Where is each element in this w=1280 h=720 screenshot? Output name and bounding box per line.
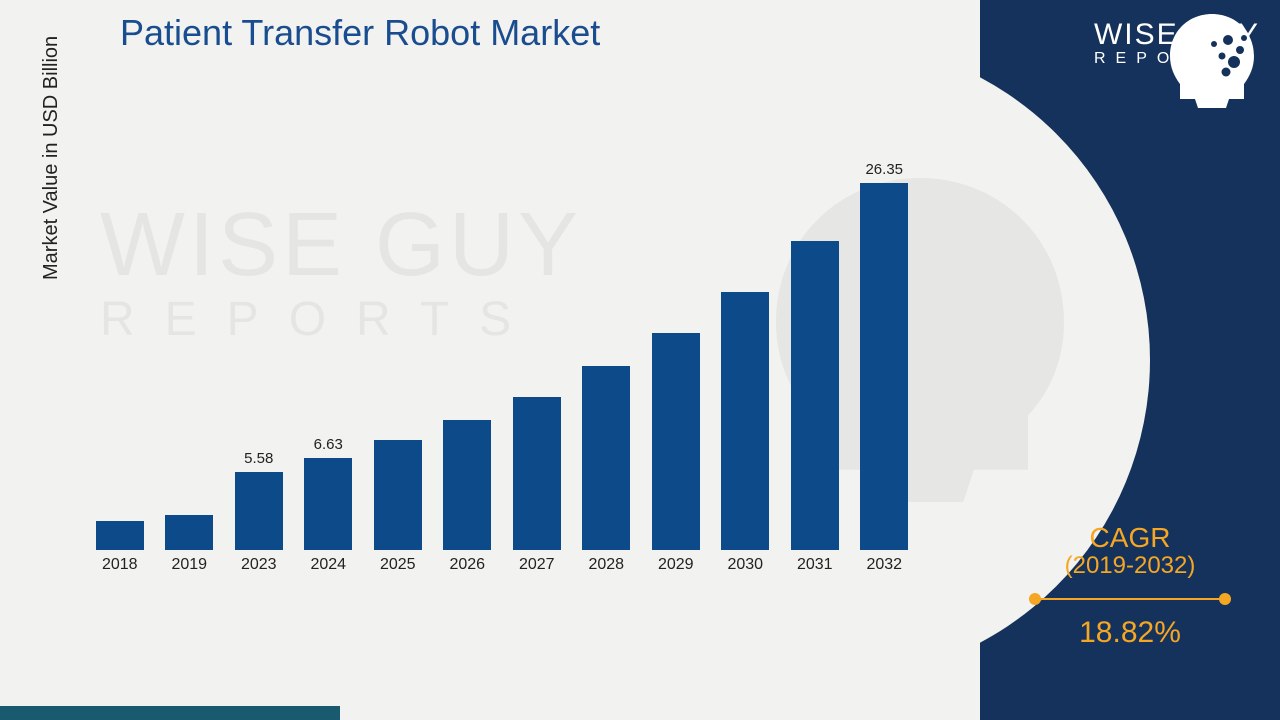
x-tick-label: 2018 xyxy=(94,556,146,580)
bar-wrap xyxy=(372,418,424,550)
bar-wrap xyxy=(789,219,841,550)
bar-wrap xyxy=(94,499,146,550)
bar xyxy=(374,440,422,550)
x-ticks: 2018 2019 2023 2024 2025 2026 2027 2028 2029 2030… xyxy=(94,556,910,580)
cagr-value: 18.82% xyxy=(1020,616,1240,650)
cagr-divider xyxy=(1035,598,1225,600)
bar xyxy=(96,521,144,550)
bar-wrap: 6.63 xyxy=(303,436,355,550)
y-axis-label: Market Value in USD Billion xyxy=(40,36,63,280)
bars-container: 5.58 6.63 26.35 xyxy=(94,160,910,550)
bar xyxy=(443,420,491,550)
bar xyxy=(860,183,908,550)
x-tick-label: 2028 xyxy=(581,556,633,580)
bar xyxy=(721,292,769,550)
cagr-block: CAGR (2019-2032) 18.82% xyxy=(1020,522,1240,650)
chart-title: Patient Transfer Robot Market xyxy=(120,12,600,54)
bar xyxy=(582,366,630,550)
bar-wrap xyxy=(511,375,563,550)
bottom-accent-bar xyxy=(0,706,340,720)
x-tick-label: 2031 xyxy=(789,556,841,580)
bar xyxy=(652,333,700,550)
bar xyxy=(235,472,283,550)
cagr-range: (2019-2032) xyxy=(1020,552,1240,580)
cagr-title: CAGR xyxy=(1020,522,1240,554)
bar-value-label: 5.58 xyxy=(244,450,273,468)
bar-value-label: 6.63 xyxy=(314,436,343,454)
x-tick-label: 2027 xyxy=(511,556,563,580)
x-tick-label: 2023 xyxy=(233,556,285,580)
bar xyxy=(513,397,561,550)
x-tick-label: 2025 xyxy=(372,556,424,580)
bar-wrap xyxy=(442,398,494,550)
x-tick-label: 2024 xyxy=(303,556,355,580)
infographic-canvas: WISE GUY REPORTS Patient Transfer Robot … xyxy=(0,0,1280,720)
bar-wrap xyxy=(650,311,702,550)
x-tick-label: 2030 xyxy=(720,556,772,580)
bar-wrap: 5.58 xyxy=(233,450,285,550)
logo-head-icon xyxy=(1162,10,1262,110)
bar-wrap xyxy=(720,270,772,550)
bar-wrap xyxy=(164,493,216,550)
x-tick-label: 2019 xyxy=(164,556,216,580)
bar-chart: 5.586.6326.35 20182019202320242025202620… xyxy=(80,160,910,580)
x-tick-label: 2026 xyxy=(442,556,494,580)
x-tick-label: 2029 xyxy=(650,556,702,580)
x-tick-label: 2032 xyxy=(859,556,911,580)
bar xyxy=(791,241,839,550)
bar xyxy=(304,458,352,550)
bar-value-label: 26.35 xyxy=(865,161,903,179)
bar-wrap xyxy=(581,344,633,550)
bar-wrap: 26.35 xyxy=(859,161,911,550)
bar xyxy=(165,515,213,550)
